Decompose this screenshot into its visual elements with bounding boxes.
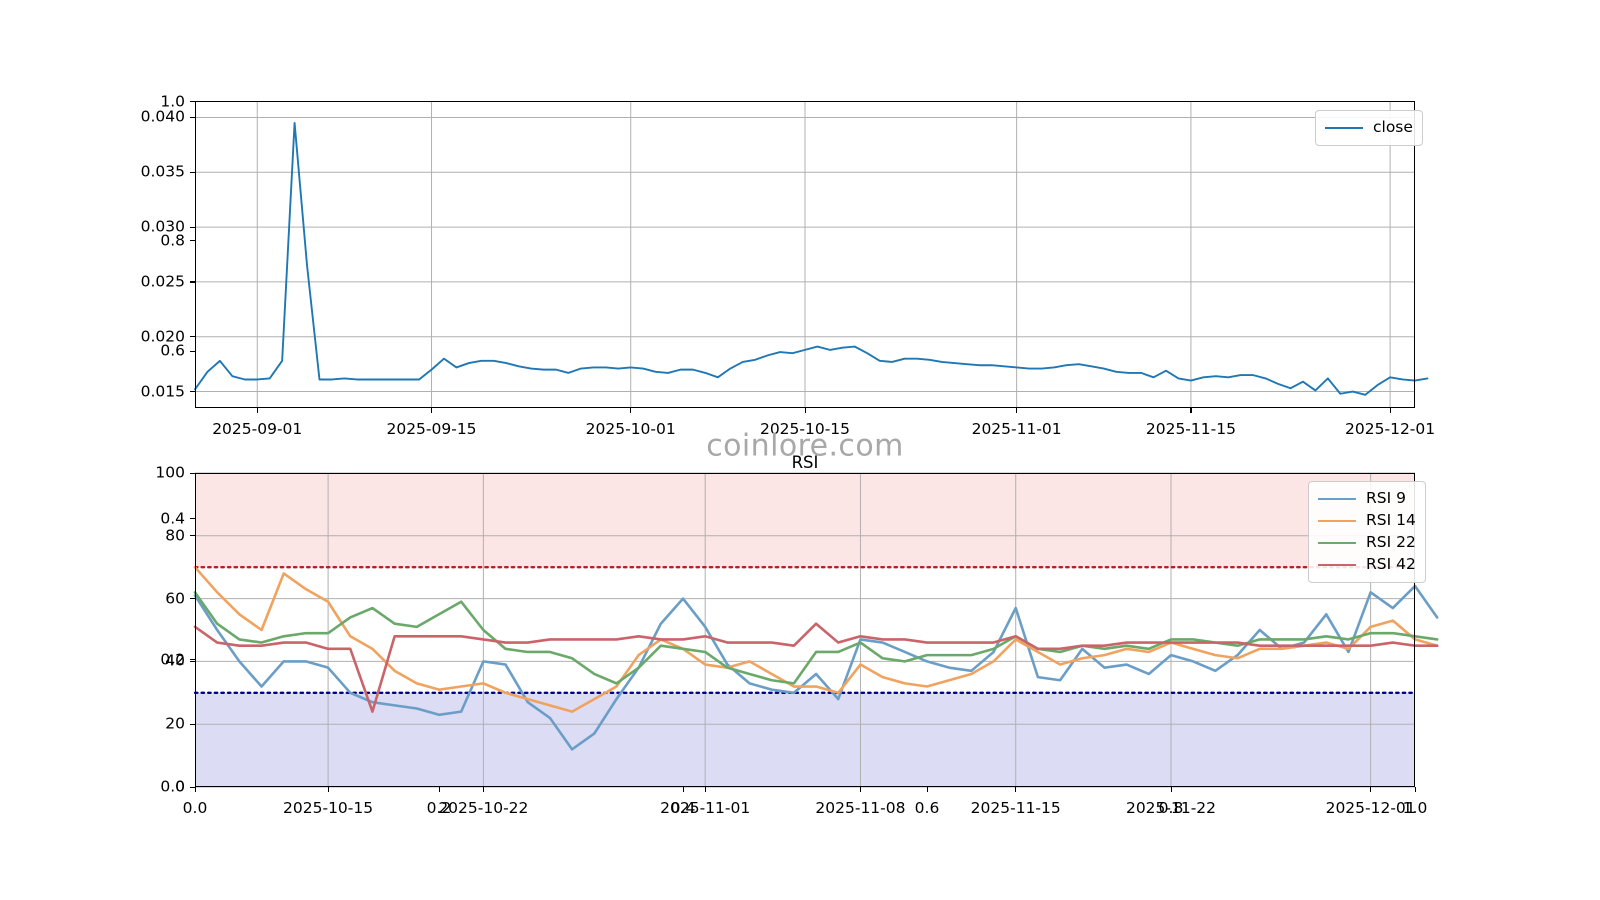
tick-mark: [190, 472, 195, 474]
rsi-xtick-secondary-label: 0.2: [426, 799, 452, 817]
rsi-ytick-label: 40: [165, 651, 185, 670]
price-ytick-secondary-label: 0.6: [160, 341, 185, 360]
price-ytick-secondary-label: 1.0: [160, 91, 185, 110]
legend-item-rsi-22[interactable]: RSI 22: [1318, 532, 1416, 554]
tick-mark: [190, 660, 195, 662]
rsi-ytick-label: 0: [175, 777, 185, 796]
tick-mark: [194, 787, 196, 792]
tick-mark: [1414, 787, 1416, 792]
legend-item-close[interactable]: close: [1325, 117, 1413, 139]
tick-mark: [327, 787, 329, 792]
tick-mark: [190, 350, 195, 352]
legend-item-rsi-42[interactable]: RSI 42: [1318, 554, 1416, 576]
price-ytick-secondary-label: 0.8: [160, 230, 185, 249]
price-xtick-label: 2025-09-01: [212, 420, 303, 438]
rsi-xtick-label: 2025-10-22: [438, 799, 529, 817]
tick-mark: [682, 787, 684, 792]
price-plot-canvas: [194, 101, 1429, 408]
rsi-xtick-label: 2025-10-15: [283, 799, 374, 817]
rsi-xtick-label: 2025-11-22: [1125, 799, 1217, 817]
tick-mark: [190, 786, 195, 788]
price-ytick-label: 0.020: [140, 326, 185, 345]
price-ytick-label: 0.040: [140, 107, 185, 126]
legend-label: RSI 22: [1366, 533, 1416, 552]
tick-mark: [190, 240, 195, 242]
legend-line-swatch: [1318, 520, 1356, 522]
rsi-xtick-secondary-label: 0.8: [1158, 799, 1184, 817]
tick-mark: [256, 408, 258, 413]
rsi-ytick-label: 60: [165, 588, 185, 607]
tick-mark: [190, 786, 195, 788]
legend-label: RSI 14: [1366, 511, 1416, 530]
tick-mark: [859, 787, 862, 792]
rsi-ytick-label: 100: [155, 463, 185, 482]
price-ytick-label: 0.030: [140, 217, 185, 236]
rsi-xtick-label: 2025-12-01: [1325, 799, 1416, 817]
tick-mark: [1015, 787, 1017, 792]
tick-mark: [190, 723, 195, 725]
tick-mark: [630, 408, 632, 413]
price-xtick-label: 2025-09-15: [386, 420, 477, 438]
price-xtick-label: 2025-10-15: [759, 420, 851, 438]
rsi-xtick-secondary-label: 0.0: [182, 799, 208, 817]
rsi-xtick-label: 2025-11-01: [660, 799, 751, 817]
price-chart-panel: 0.015 0.020 0.025 0.030 0.035 0.040 0.6 0.8 1.0…: [140, 91, 1436, 438]
tick-mark: [190, 171, 195, 173]
price-legend[interactable]: close: [1315, 110, 1423, 146]
tick-mark: [190, 101, 195, 103]
rsi-legend[interactable]: RSI 9 RSI 14 RSI 22 RSI 42: [1308, 481, 1426, 583]
rsi-ytick-secondary-label: 0.2: [160, 650, 185, 669]
rsi-ytick-secondary-label: 0.0: [160, 777, 185, 796]
price-ytick-label: 0.025: [140, 272, 185, 291]
tick-mark: [1170, 787, 1172, 792]
price-xtick-label: 2025-11-15: [1145, 420, 1236, 438]
price-plot-frame: [195, 101, 1415, 408]
tick-mark: [431, 408, 433, 413]
legend-item-rsi-9[interactable]: RSI 9: [1318, 488, 1416, 510]
tick-mark: [926, 787, 928, 792]
legend-label: RSI 42: [1366, 555, 1416, 574]
legend-line-swatch: [1318, 542, 1356, 544]
tick-mark: [438, 787, 440, 792]
rsi-xtick-secondary-label: 0.4: [670, 799, 696, 817]
rsi-xtick-label: 2025-11-08: [815, 799, 906, 817]
tick-mark: [190, 598, 195, 600]
tick-mark: [1389, 408, 1391, 413]
tick-mark: [190, 336, 195, 338]
tick-mark: [190, 391, 195, 393]
legend-label: close: [1373, 118, 1413, 137]
legend-line-swatch: [1325, 127, 1363, 129]
tick-mark: [1170, 787, 1172, 792]
legend-item-rsi-14[interactable]: RSI 14: [1318, 510, 1416, 532]
price-ytick-label: 0.035: [140, 162, 185, 181]
rsi-ytick-label: 80: [165, 526, 185, 545]
tick-mark: [190, 226, 195, 228]
tick-mark: [190, 518, 195, 520]
legend-label: RSI 9: [1366, 489, 1406, 508]
tick-mark: [704, 787, 706, 792]
tick-mark: [190, 281, 195, 283]
tick-mark: [1190, 408, 1192, 413]
rsi-chart-title: RSI: [791, 453, 819, 472]
tick-mark: [1016, 408, 1018, 413]
tick-mark: [190, 116, 195, 119]
price-xtick-label: 2025-11-01: [971, 420, 1062, 438]
tick-mark: [482, 787, 484, 792]
tick-mark: [804, 408, 806, 413]
tick-mark: [190, 659, 195, 661]
rsi-ytick-label: 20: [165, 714, 185, 733]
rsi-plot-frame: [195, 473, 1415, 787]
tick-mark: [1370, 787, 1372, 792]
tick-mark: [190, 535, 195, 537]
legend-line-swatch: [1318, 498, 1356, 500]
price-xtick-label: 2025-10-01: [585, 420, 676, 438]
rsi-xtick-secondary-label: 1.0: [1402, 799, 1428, 817]
rsi-xtick-secondary-label: 0.6: [914, 799, 940, 817]
rsi-xtick-label: 2025-11-15: [970, 799, 1061, 817]
price-xtick-label: 2025-12-01: [1345, 420, 1436, 438]
rsi-ytick-secondary-label: 0.4: [160, 508, 185, 527]
legend-line-swatch: [1318, 564, 1356, 566]
price-ytick-label: 0.015: [140, 381, 185, 400]
